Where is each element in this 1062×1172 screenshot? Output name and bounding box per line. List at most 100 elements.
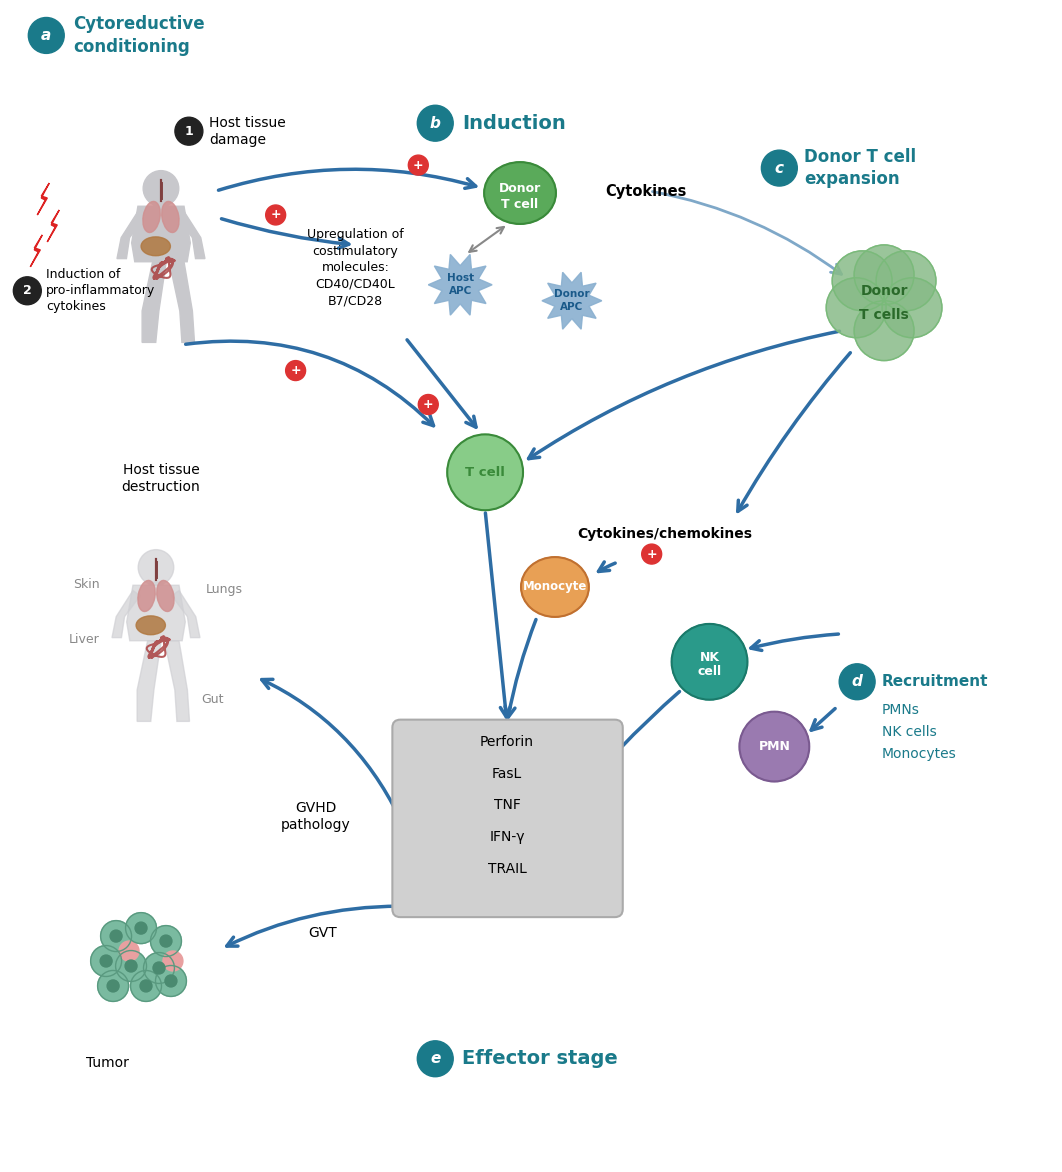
Text: Liver: Liver	[69, 633, 100, 647]
Ellipse shape	[138, 580, 155, 612]
Text: Induction: Induction	[462, 114, 566, 132]
Polygon shape	[542, 272, 602, 329]
Text: Tumor: Tumor	[86, 1056, 130, 1070]
Polygon shape	[112, 591, 140, 638]
Text: T cell: T cell	[501, 198, 538, 211]
Circle shape	[153, 962, 165, 974]
Circle shape	[101, 921, 132, 952]
Text: IFN-γ: IFN-γ	[490, 830, 525, 844]
Text: b: b	[430, 116, 441, 131]
Circle shape	[876, 251, 936, 311]
Circle shape	[417, 105, 453, 141]
Polygon shape	[428, 254, 492, 315]
Text: T cell: T cell	[465, 465, 506, 479]
Text: Effector stage: Effector stage	[462, 1049, 618, 1068]
Text: Skin: Skin	[73, 578, 100, 591]
Circle shape	[29, 18, 64, 54]
Polygon shape	[169, 261, 194, 342]
Text: NK cells: NK cells	[883, 724, 937, 738]
Text: e: e	[430, 1051, 441, 1067]
Text: PMNs: PMNs	[883, 703, 920, 716]
Circle shape	[100, 955, 113, 967]
Circle shape	[138, 550, 174, 585]
Circle shape	[14, 277, 41, 305]
Text: FasL: FasL	[492, 766, 523, 781]
Text: Host tissue
destruction: Host tissue destruction	[121, 463, 201, 495]
Polygon shape	[132, 206, 190, 261]
Text: Donor: Donor	[554, 289, 589, 299]
Text: Host tissue
damage: Host tissue damage	[209, 116, 286, 146]
Text: Donor: Donor	[499, 182, 542, 195]
Polygon shape	[137, 641, 161, 722]
Circle shape	[418, 395, 439, 415]
Circle shape	[671, 624, 748, 700]
Polygon shape	[154, 203, 168, 206]
Circle shape	[854, 301, 914, 361]
Circle shape	[140, 980, 152, 992]
Text: APC: APC	[448, 286, 472, 297]
Circle shape	[110, 931, 122, 942]
Polygon shape	[48, 210, 59, 241]
Text: Monocytes: Monocytes	[883, 747, 957, 761]
Text: +: +	[423, 398, 433, 411]
Ellipse shape	[161, 202, 179, 232]
Circle shape	[641, 544, 662, 564]
Polygon shape	[149, 582, 164, 585]
Polygon shape	[31, 234, 42, 267]
Text: Donor: Donor	[860, 284, 908, 298]
Circle shape	[125, 913, 156, 943]
Polygon shape	[172, 591, 200, 638]
Text: Recruitment: Recruitment	[883, 674, 989, 689]
FancyBboxPatch shape	[392, 720, 622, 918]
Ellipse shape	[136, 615, 166, 635]
Circle shape	[175, 117, 203, 145]
Circle shape	[839, 663, 875, 700]
Circle shape	[286, 361, 306, 381]
Text: Cytokines: Cytokines	[604, 184, 686, 198]
Circle shape	[854, 245, 914, 305]
Text: Monocyte: Monocyte	[523, 580, 587, 593]
Text: Upregulation of
costimulatory
molecules:
CD40/CD40L
B7/CD28: Upregulation of costimulatory molecules:…	[307, 229, 404, 307]
Ellipse shape	[141, 237, 170, 255]
Text: Gut: Gut	[201, 693, 223, 707]
Text: GVHD
pathology: GVHD pathology	[280, 800, 350, 832]
Circle shape	[143, 953, 174, 983]
Text: +: +	[647, 547, 657, 560]
Polygon shape	[126, 585, 185, 641]
Text: c: c	[775, 161, 784, 176]
Ellipse shape	[157, 580, 174, 612]
Circle shape	[826, 278, 886, 338]
Circle shape	[408, 155, 428, 175]
Polygon shape	[165, 641, 189, 722]
Ellipse shape	[484, 162, 555, 224]
Text: cell: cell	[698, 666, 721, 679]
Polygon shape	[176, 211, 205, 259]
Text: NK: NK	[700, 652, 720, 665]
Text: d: d	[852, 674, 862, 689]
Text: APC: APC	[561, 302, 583, 312]
Ellipse shape	[143, 202, 160, 232]
Circle shape	[98, 970, 129, 1001]
Circle shape	[162, 950, 183, 970]
Text: Donor T cell
expansion: Donor T cell expansion	[804, 148, 917, 189]
Text: Lungs: Lungs	[206, 584, 243, 597]
Circle shape	[447, 435, 523, 510]
Text: +: +	[413, 158, 424, 171]
Circle shape	[125, 960, 137, 972]
Circle shape	[135, 922, 147, 934]
Polygon shape	[117, 211, 145, 259]
Text: a: a	[41, 28, 51, 43]
Text: Perforin: Perforin	[480, 735, 534, 749]
Circle shape	[90, 946, 121, 976]
Ellipse shape	[521, 557, 588, 616]
Text: Host: Host	[447, 273, 474, 284]
Text: 1: 1	[185, 124, 193, 137]
Polygon shape	[142, 261, 167, 342]
Circle shape	[107, 980, 119, 992]
Circle shape	[155, 966, 187, 996]
Text: Induction of
pro-inflammatory
cytokines: Induction of pro-inflammatory cytokines	[47, 268, 155, 313]
Circle shape	[883, 278, 942, 338]
Text: TRAIL: TRAIL	[487, 863, 527, 877]
Polygon shape	[37, 183, 49, 214]
Circle shape	[143, 171, 178, 206]
